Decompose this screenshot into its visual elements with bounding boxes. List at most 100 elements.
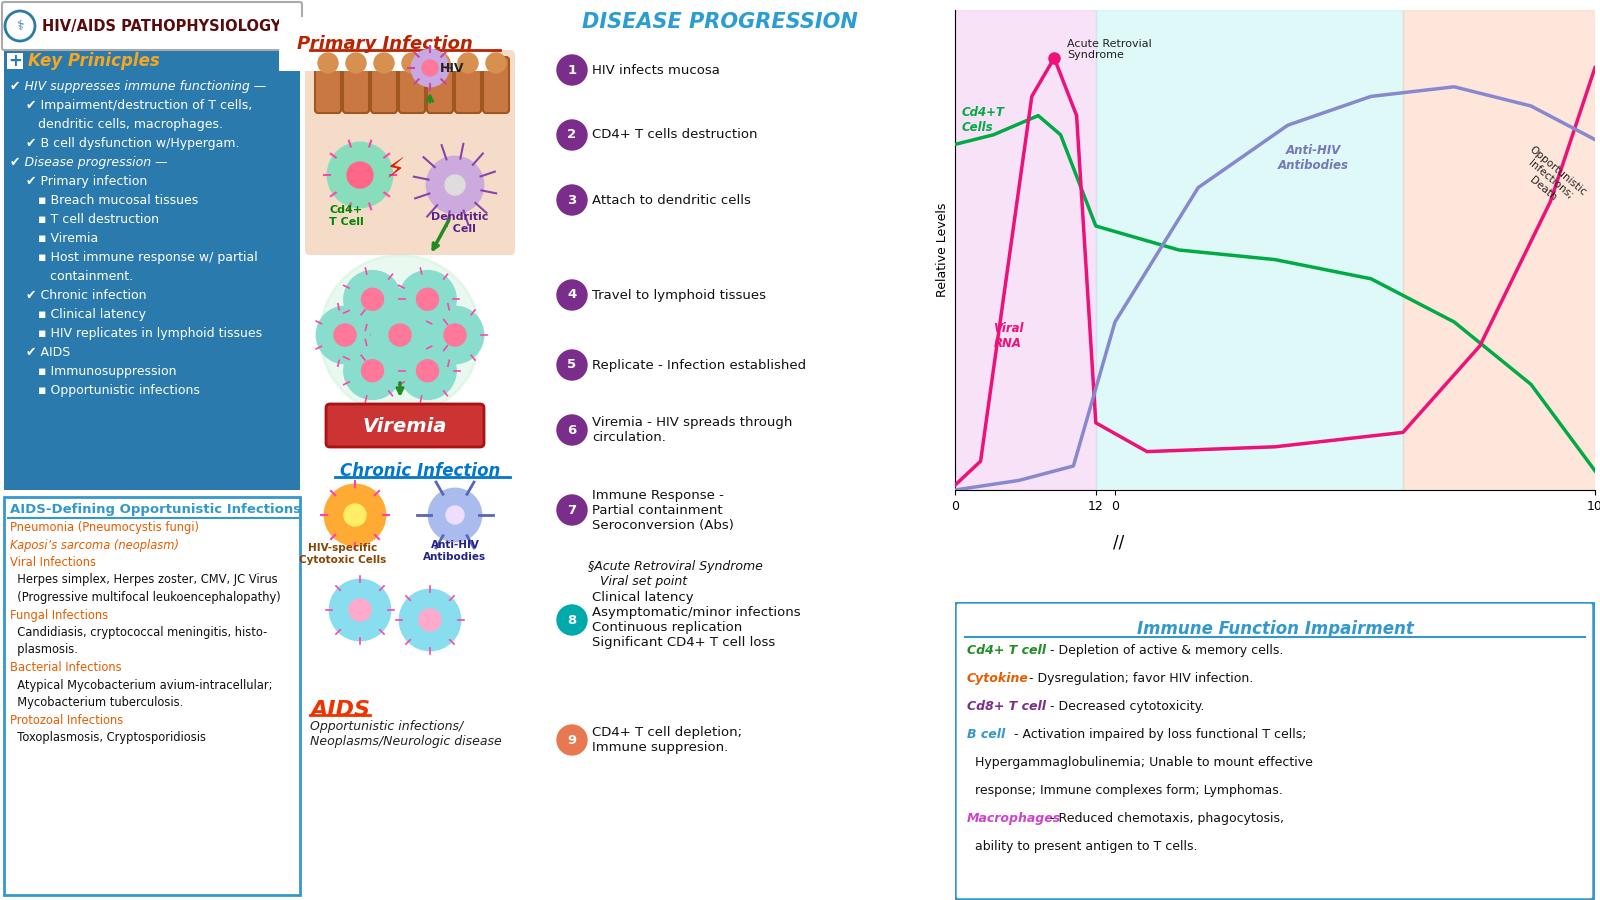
Text: Cd4+
T Cell: Cd4+ T Cell: [328, 205, 363, 227]
FancyBboxPatch shape: [326, 404, 483, 447]
Text: - Activation impaired by loss functional T cells;: - Activation impaired by loss functional…: [1010, 728, 1307, 741]
Text: ✔ Impairment/destruction of T cells,: ✔ Impairment/destruction of T cells,: [10, 99, 253, 112]
FancyBboxPatch shape: [3, 50, 301, 490]
Circle shape: [334, 324, 355, 346]
Circle shape: [557, 55, 587, 85]
Text: Herpes simplex, Herpes zoster, CMV, JC Virus: Herpes simplex, Herpes zoster, CMV, JC V…: [10, 573, 278, 587]
Text: Opportunistic
Infections;
Death: Opportunistic Infections; Death: [1512, 144, 1589, 215]
Circle shape: [371, 307, 429, 363]
Circle shape: [445, 324, 466, 346]
FancyBboxPatch shape: [306, 50, 515, 255]
Circle shape: [557, 605, 587, 635]
FancyBboxPatch shape: [483, 57, 509, 113]
Text: Viral
RNA: Viral RNA: [994, 322, 1024, 350]
Text: ability to present antigen to T cells.: ability to present antigen to T cells.: [966, 840, 1197, 853]
Circle shape: [557, 495, 587, 525]
Circle shape: [402, 53, 422, 73]
Text: Atypical Mycobacterium avium-intracellular;: Atypical Mycobacterium avium-intracellul…: [10, 679, 272, 691]
Text: Fungal Infections: Fungal Infections: [10, 608, 109, 622]
Text: Immune Response -
Partial containment
Seroconversion (Abs): Immune Response - Partial containment Se…: [592, 489, 734, 532]
FancyBboxPatch shape: [342, 57, 370, 113]
Circle shape: [557, 280, 587, 310]
Text: HIV-specific
Cytotoxic Cells: HIV-specific Cytotoxic Cells: [299, 543, 387, 564]
Circle shape: [416, 360, 438, 382]
Text: CD4+ T cells destruction: CD4+ T cells destruction: [592, 129, 757, 141]
Text: ▪ Opportunistic infections: ▪ Opportunistic infections: [10, 384, 200, 397]
FancyBboxPatch shape: [315, 57, 341, 113]
Text: ✔ HIV suppresses immune functioning —: ✔ HIV suppresses immune functioning —: [10, 80, 266, 93]
Circle shape: [427, 157, 483, 213]
Circle shape: [374, 53, 394, 73]
Text: AIDS-Defining Opportunistic Infections: AIDS-Defining Opportunistic Infections: [10, 503, 301, 516]
Text: Viremia: Viremia: [363, 417, 446, 436]
Text: DISEASE PROGRESSION: DISEASE PROGRESSION: [582, 12, 858, 32]
FancyBboxPatch shape: [371, 57, 397, 113]
Text: Anti-HIV
Antibodies: Anti-HIV Antibodies: [424, 540, 486, 562]
Text: 7: 7: [568, 503, 576, 517]
Text: ▪ Host immune response w/ partial: ▪ Host immune response w/ partial: [10, 251, 258, 264]
Bar: [1096, 10, 1403, 490]
Text: ▪ T cell destruction: ▪ T cell destruction: [10, 213, 158, 226]
Text: dendritic cells, macrophages.: dendritic cells, macrophages.: [10, 118, 222, 131]
Text: 2: 2: [568, 129, 576, 141]
Text: - Dysregulation; favor HIV infection.: - Dysregulation; favor HIV infection.: [1024, 672, 1253, 685]
Text: Clinical latency
Asymptomatic/minor infections
Continuous replication
Significan: Clinical latency Asymptomatic/minor infe…: [592, 591, 800, 649]
Text: B cell: B cell: [966, 728, 1005, 741]
Text: Attach to dendritic cells: Attach to dendritic cells: [592, 194, 750, 206]
Circle shape: [325, 485, 386, 545]
Text: 6: 6: [568, 424, 576, 436]
Circle shape: [347, 162, 373, 188]
Y-axis label: Relative Levels: Relative Levels: [936, 202, 949, 297]
Text: Viremia - HIV spreads through
circulation.: Viremia - HIV spreads through circulatio…: [592, 416, 792, 444]
Text: ▪ HIV replicates in lymphoid tissues: ▪ HIV replicates in lymphoid tissues: [10, 327, 262, 340]
Text: CD4+ T cell depletion;
Immune suppresion.: CD4+ T cell depletion; Immune suppresion…: [592, 726, 742, 754]
Text: ✔ B cell dysfunction w/Hypergam.: ✔ B cell dysfunction w/Hypergam.: [10, 137, 240, 150]
Bar: [955, 10, 1096, 490]
Text: Travel to lymphoid tissues: Travel to lymphoid tissues: [592, 289, 766, 302]
Text: - Decreased cytotoxicity.: - Decreased cytotoxicity.: [1046, 700, 1205, 713]
Circle shape: [400, 271, 456, 328]
Text: Pneumonia (Pneumocystis fungi): Pneumonia (Pneumocystis fungi): [10, 521, 198, 534]
Text: Cytokine: Cytokine: [966, 672, 1029, 685]
Text: ✔ Disease progression —: ✔ Disease progression —: [10, 156, 168, 169]
FancyBboxPatch shape: [427, 57, 453, 113]
Text: Cd4+ T cell: Cd4+ T cell: [966, 644, 1046, 657]
Text: (Progressive multifocal leukoencephalopathy): (Progressive multifocal leukoencephalopa…: [10, 591, 280, 604]
Text: 8: 8: [568, 614, 576, 626]
Circle shape: [416, 288, 438, 310]
Circle shape: [317, 307, 373, 363]
Circle shape: [328, 143, 392, 207]
Text: Toxoplasmosis, Cryptosporidiosis: Toxoplasmosis, Cryptosporidiosis: [10, 731, 206, 744]
Circle shape: [349, 599, 371, 621]
FancyBboxPatch shape: [3, 497, 301, 895]
Circle shape: [330, 580, 390, 640]
Text: Macrophages: Macrophages: [966, 812, 1061, 825]
Circle shape: [413, 50, 448, 86]
FancyBboxPatch shape: [454, 57, 482, 113]
Text: Protozoal Infections: Protozoal Infections: [10, 714, 123, 726]
Text: Primary Infection: Primary Infection: [298, 35, 474, 53]
Text: plasmosis.: plasmosis.: [10, 644, 78, 656]
Circle shape: [458, 53, 478, 73]
Text: ▪ Immunosuppression: ▪ Immunosuppression: [10, 365, 176, 378]
Text: 1: 1: [568, 64, 576, 76]
Text: Viral Infections: Viral Infections: [10, 556, 96, 569]
Text: HIV/AIDS PATHOPHYSIOLOGY: HIV/AIDS PATHOPHYSIOLOGY: [42, 19, 282, 33]
Circle shape: [557, 415, 587, 445]
Text: ⚡: ⚡: [386, 156, 405, 184]
Text: response; Immune complexes form; Lymphomas.: response; Immune complexes form; Lymphom…: [966, 784, 1283, 797]
Text: Replicate - Infection established: Replicate - Infection established: [592, 358, 806, 372]
FancyBboxPatch shape: [2, 2, 302, 50]
Text: - Depletion of active & memory cells.: - Depletion of active & memory cells.: [1046, 644, 1283, 657]
Text: +: +: [8, 52, 22, 70]
Circle shape: [427, 307, 483, 363]
Circle shape: [419, 609, 442, 631]
Text: Chronic Infection: Chronic Infection: [339, 462, 501, 480]
Text: Cd8+ T cell: Cd8+ T cell: [966, 700, 1046, 713]
Circle shape: [486, 53, 506, 73]
Text: Mycobacterium tuberculosis.: Mycobacterium tuberculosis.: [10, 696, 184, 709]
Text: Cd4+T
Cells: Cd4+T Cells: [962, 106, 1005, 134]
Text: 4: 4: [568, 289, 576, 302]
Text: §Acute Retroviral Syndrome
   Viral set point: §Acute Retroviral Syndrome Viral set poi…: [589, 560, 763, 588]
Text: 3: 3: [568, 194, 576, 206]
